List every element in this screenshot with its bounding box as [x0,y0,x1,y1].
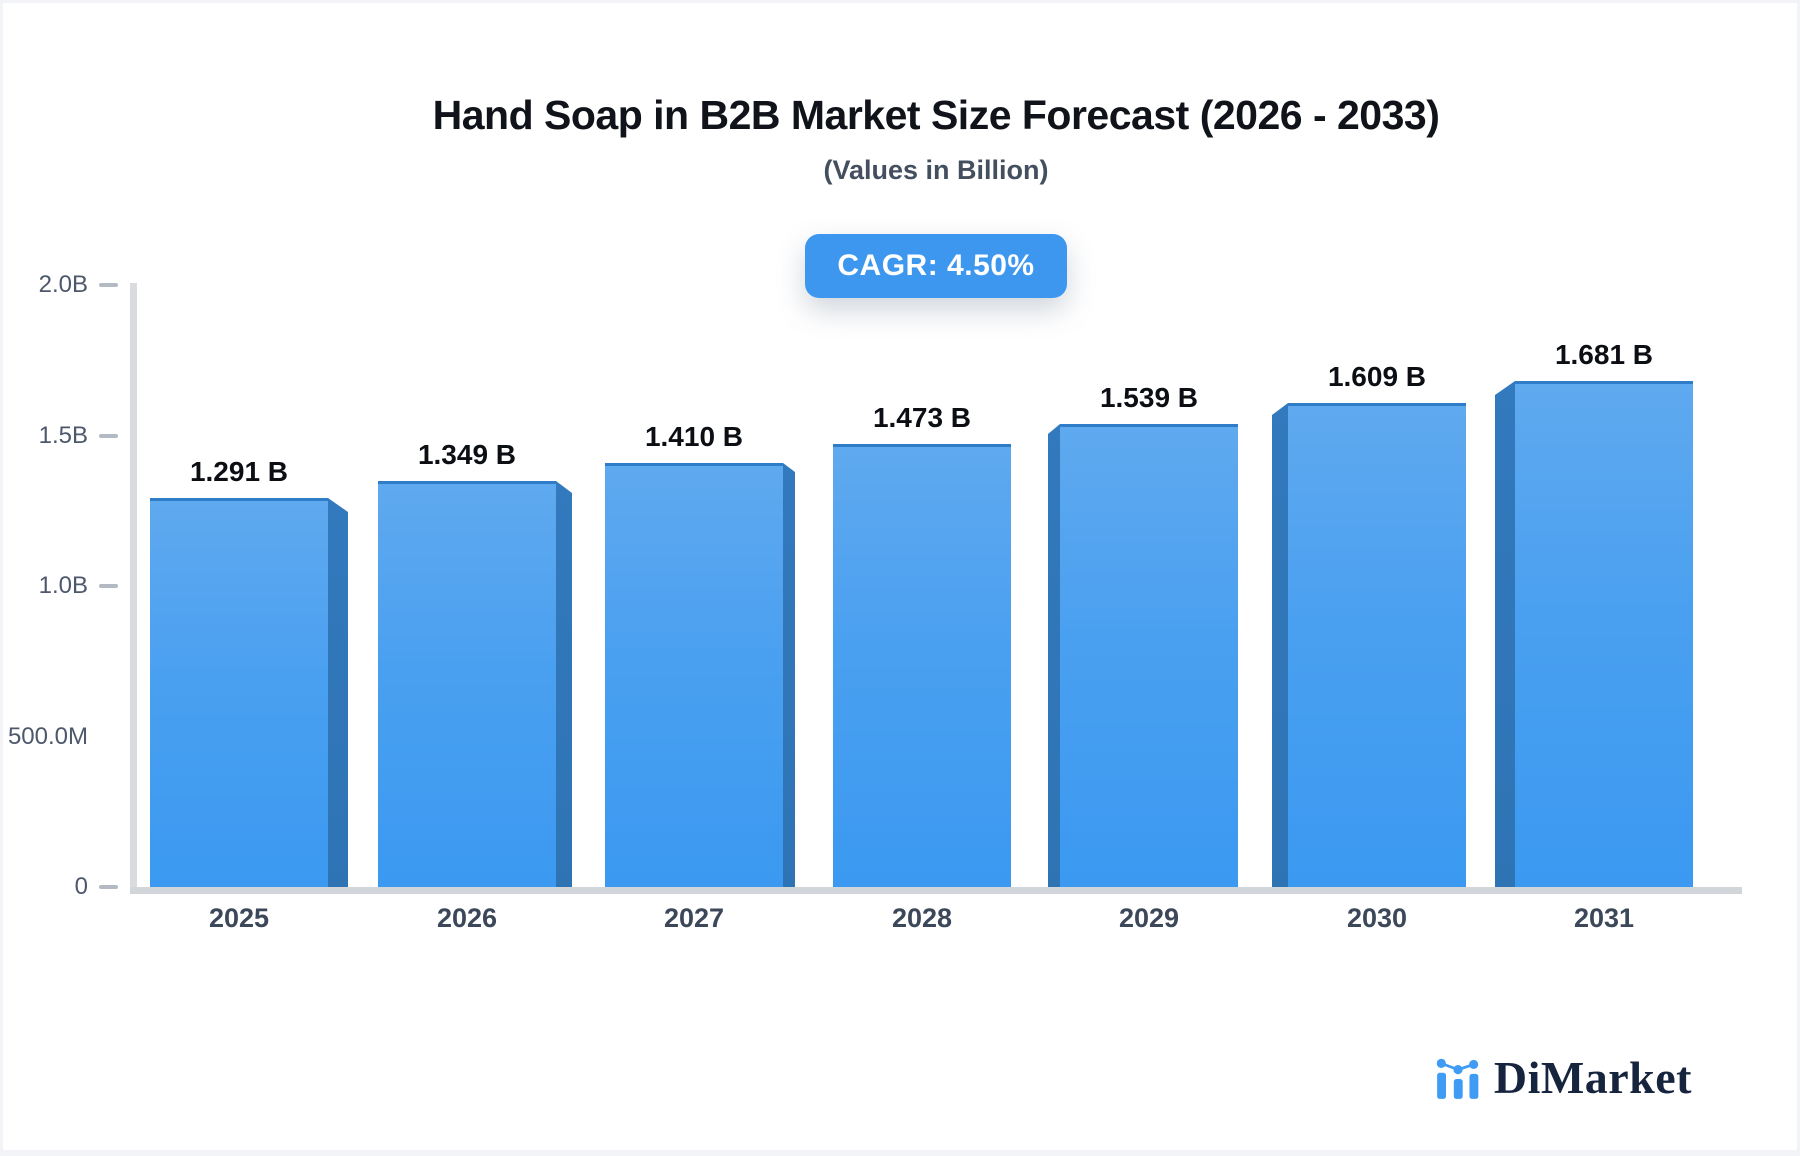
y-tick-label-1.0B: 1.0B [38,572,88,599]
bar-value-label-2031: 1.681 B [1554,339,1654,370]
y-tick-label-2.0B: 2.0B [38,271,88,298]
bar-side-2031 [1495,381,1515,887]
chart-title: Hand Soap in B2B Market Size Forecast (2… [432,92,1440,138]
bar-side-2025 [328,498,348,887]
bar-2027[interactable] [605,463,783,887]
y-tick-label-500.0M: 500.0M [7,723,88,750]
bar-side-2029 [1048,424,1060,887]
bar-2026[interactable] [378,481,556,887]
x-axis-label-2031: 2031 [1573,903,1635,933]
y-tick-label-1.5B: 1.5B [38,422,88,449]
bar-value-label-2028: 1.473 B [872,402,972,433]
y-tick-mark [99,885,118,889]
x-axis-label-2028: 2028 [891,903,953,933]
x-axis-label-2030: 2030 [1346,903,1408,933]
y-tick-label-0: 0 [74,873,88,900]
y-tick-mark [99,283,118,287]
brand-name: DiMarket [1493,1052,1692,1103]
y-tick-mark [99,584,118,588]
bar-side-2030 [1272,403,1288,887]
dimarket-logo: DiMarket [1434,1051,1692,1104]
bar-2028[interactable] [833,444,1011,887]
bar-side-2027 [783,463,795,887]
cagr-badge: CAGR: 4.50% [805,234,1067,298]
x-axis-label-2026: 2026 [436,903,498,933]
x-axis-label-2029: 2029 [1118,903,1180,933]
bar-value-label-2030: 1.609 B [1327,361,1427,392]
bar-2029[interactable] [1060,424,1238,887]
x-axis-label-2027: 2027 [663,903,725,933]
x-axis-line [130,887,1742,894]
chart-subtitle: (Values in Billion) [823,155,1049,185]
bar-2025[interactable] [150,498,328,887]
y-axis-line [130,283,137,893]
mini-bar-line-chart-icon [1436,1058,1479,1099]
x-axis-label-2025: 2025 [208,903,270,933]
bar-value-label-2026: 1.349 B [417,439,517,470]
bar-side-2026 [556,481,572,887]
bar-value-label-2027: 1.410 B [644,421,744,452]
bar-value-label-2029: 1.539 B [1099,382,1199,413]
chart-header: Hand Soap in B2B Market Size Forecast (2… [130,0,1742,298]
y-tick-mark [99,434,118,438]
bar-value-label-2025: 1.291 B [189,456,289,487]
bar-2031[interactable] [1515,381,1693,887]
bar-2030[interactable] [1288,403,1466,887]
